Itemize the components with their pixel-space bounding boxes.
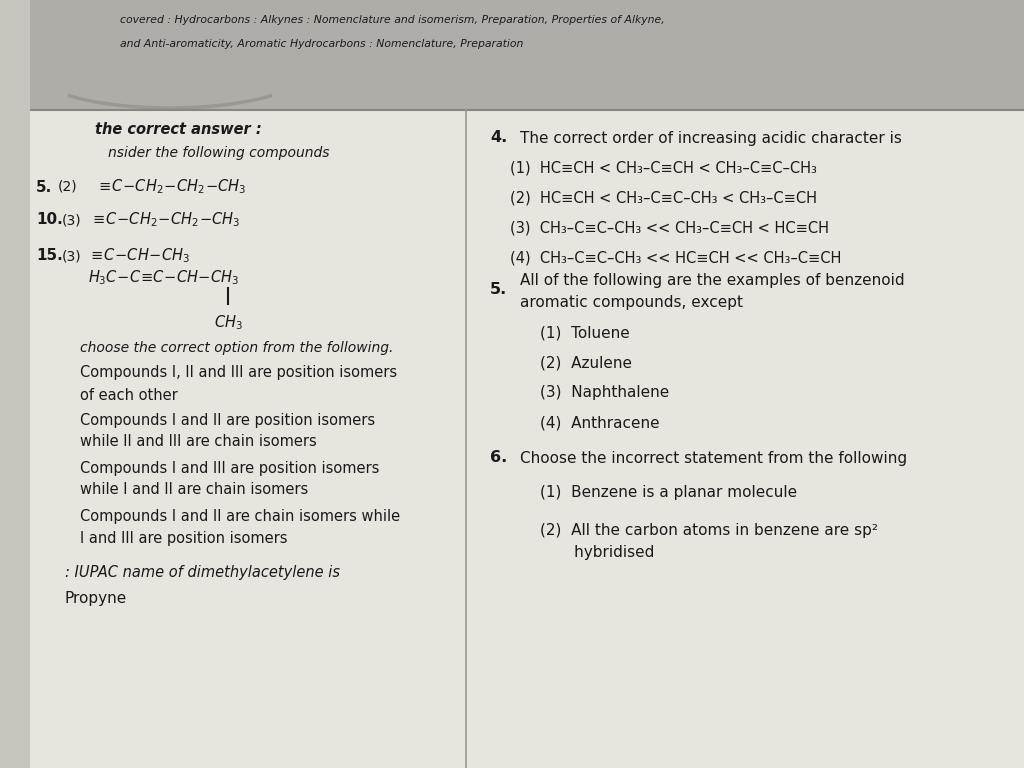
Text: $CH_3$: $CH_3$ <box>214 313 243 332</box>
Text: (1)  Toluene: (1) Toluene <box>540 326 630 340</box>
Text: (4)  Anthracene: (4) Anthracene <box>540 415 659 431</box>
Text: hybridised: hybridised <box>540 545 654 561</box>
Text: of each other: of each other <box>80 388 178 402</box>
Text: 10.: 10. <box>36 213 62 227</box>
Text: I and III are position isomers: I and III are position isomers <box>80 531 288 545</box>
Text: $\equiv\!C\!-\!CH_2\!-\!CH_2\!-\!CH_3$: $\equiv\!C\!-\!CH_2\!-\!CH_2\!-\!CH_3$ <box>90 210 241 230</box>
Text: while I and II are chain isomers: while I and II are chain isomers <box>80 482 308 498</box>
Text: while II and III are chain isomers: while II and III are chain isomers <box>80 435 316 449</box>
Text: (3)  Naphthalene: (3) Naphthalene <box>540 386 670 400</box>
FancyBboxPatch shape <box>30 0 1024 110</box>
Text: $H_3C\!-\!C\!\equiv\!C\!-\!CH\!-\!CH_3$: $H_3C\!-\!C\!\equiv\!C\!-\!CH\!-\!CH_3$ <box>88 269 240 287</box>
Text: Compounds I and II are chain isomers while: Compounds I and II are chain isomers whi… <box>80 508 400 524</box>
Text: 4.: 4. <box>490 131 507 145</box>
Text: All of the following are the examples of benzenoid: All of the following are the examples of… <box>520 273 904 289</box>
Text: Compounds I, II and III are position isomers: Compounds I, II and III are position iso… <box>80 366 397 380</box>
Text: Compounds I and II are position isomers: Compounds I and II are position isomers <box>80 412 375 428</box>
Text: 15.: 15. <box>36 249 62 263</box>
Text: Choose the incorrect statement from the following: Choose the incorrect statement from the … <box>520 451 907 465</box>
Text: (1)  HC≡CH < CH₃–C≡CH < CH₃–C≡C–CH₃: (1) HC≡CH < CH₃–C≡CH < CH₃–C≡C–CH₃ <box>510 161 817 176</box>
Text: (3): (3) <box>62 249 82 263</box>
Text: (1)  Benzene is a planar molecule: (1) Benzene is a planar molecule <box>540 485 797 501</box>
Text: The correct order of increasing acidic character is: The correct order of increasing acidic c… <box>520 131 902 145</box>
Text: Propyne: Propyne <box>65 591 127 605</box>
Text: $\equiv\!C\!-\!CH_2\!-\!CH_2\!-\!CH_3$: $\equiv\!C\!-\!CH_2\!-\!CH_2\!-\!CH_3$ <box>96 177 247 197</box>
Text: (3): (3) <box>62 213 82 227</box>
FancyBboxPatch shape <box>30 0 1024 768</box>
Text: covered : Hydrocarbons : Alkynes : Nomenclature and isomerism, Preparation, Prop: covered : Hydrocarbons : Alkynes : Nomen… <box>120 15 665 25</box>
Text: choose the correct option from the following.: choose the correct option from the follo… <box>80 341 393 355</box>
Text: $\equiv\!C\!-\!CH\!-\!CH_3$: $\equiv\!C\!-\!CH\!-\!CH_3$ <box>88 247 190 266</box>
Text: 5.: 5. <box>490 283 507 297</box>
Text: : IUPAC name of dimethylacetylene is: : IUPAC name of dimethylacetylene is <box>65 565 340 581</box>
Text: (2)  HC≡CH < CH₃–C≡C–CH₃ < CH₃–C≡CH: (2) HC≡CH < CH₃–C≡C–CH₃ < CH₃–C≡CH <box>510 190 817 206</box>
Text: (2)  Azulene: (2) Azulene <box>540 356 632 370</box>
Text: nsider the following compounds: nsider the following compounds <box>108 146 330 160</box>
Text: the correct answer :: the correct answer : <box>95 123 262 137</box>
Text: (3)  CH₃–C≡C–CH₃ << CH₃–C≡CH < HC≡CH: (3) CH₃–C≡C–CH₃ << CH₃–C≡CH < HC≡CH <box>510 220 829 236</box>
Text: 6.: 6. <box>490 451 507 465</box>
Text: and Anti-aromaticity, Aromatic Hydrocarbons : Nomenclature, Preparation: and Anti-aromaticity, Aromatic Hydrocarb… <box>120 39 523 49</box>
Text: (4)  CH₃–C≡C–CH₃ << HC≡CH << CH₃–C≡CH: (4) CH₃–C≡C–CH₃ << HC≡CH << CH₃–C≡CH <box>510 250 842 266</box>
Text: 5.: 5. <box>36 180 52 194</box>
Text: (2): (2) <box>58 180 78 194</box>
Text: aromatic compounds, except: aromatic compounds, except <box>520 296 743 310</box>
Text: (2)  All the carbon atoms in benzene are sp²: (2) All the carbon atoms in benzene are … <box>540 522 878 538</box>
Text: Compounds I and III are position isomers: Compounds I and III are position isomers <box>80 461 379 475</box>
